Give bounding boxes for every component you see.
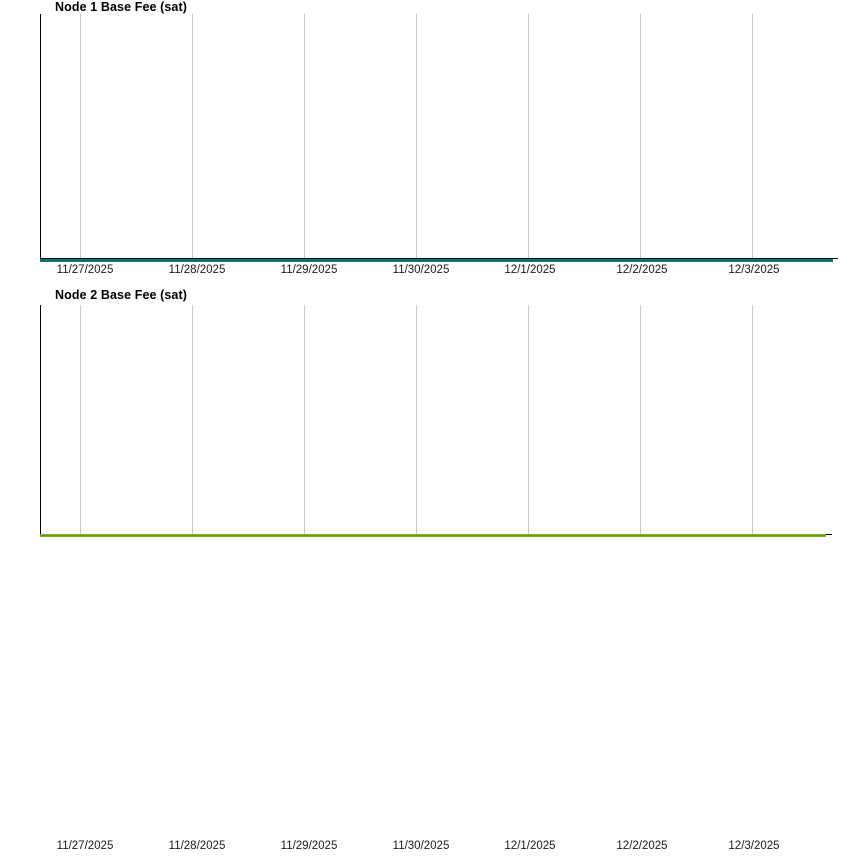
x-tick-label-2: 11/28/2025: [168, 264, 226, 276]
gridline-7: [752, 305, 753, 535]
gridline-2: [192, 14, 193, 259]
gridline-1: [80, 14, 81, 259]
chart-panel-node1: Node 1 Base Fee (sat) 11/27/2025 11/28/2…: [0, 0, 860, 288]
plot-area-node1: [40, 14, 838, 262]
gridline-5: [528, 305, 529, 535]
gridline-7: [752, 14, 753, 259]
gridline-6: [640, 14, 641, 259]
x-tick-label-3: 11/29/2025: [280, 264, 338, 276]
series-line-node2: [40, 534, 826, 537]
x-tick-label-1: 11/27/2025: [56, 840, 114, 852]
y-axis-line-node1: [40, 14, 42, 259]
gridline-1: [80, 305, 81, 535]
x-tick-label-4: 11/30/2025: [392, 840, 450, 852]
gridline-2: [192, 305, 193, 535]
x-tick-label-7: 12/3/2025: [728, 840, 780, 852]
x-tick-label-5: 12/1/2025: [504, 840, 556, 852]
x-axis-line-node1: [40, 257, 838, 259]
gridline-3: [304, 305, 305, 535]
x-tick-label-5: 12/1/2025: [504, 264, 556, 276]
x-tick-label-3: 11/29/2025: [280, 840, 338, 852]
x-tick-label-6: 12/2/2025: [616, 264, 668, 276]
series-line-node1: [40, 259, 833, 262]
gridlines-node2: [40, 305, 832, 535]
series-layer-node1: [40, 14, 838, 262]
gridline-6: [640, 305, 641, 535]
series-layer-node2: [40, 305, 832, 537]
x-tick-label-7: 12/3/2025: [728, 264, 780, 276]
chart-title-node1: Node 1 Base Fee (sat): [55, 0, 188, 14]
x-tick-label-6: 12/2/2025: [616, 840, 668, 852]
x-tick-labels-node2: 11/27/2025 11/28/2025 11/29/2025 11/30/2…: [40, 839, 838, 857]
gridline-4: [416, 14, 417, 259]
chart-panel-node2: Node 2 Base Fee (sat) 11/27/2025 11/28/2…: [0, 288, 860, 852]
x-tick-label-4: 11/30/2025: [392, 264, 450, 276]
x-tick-label-1: 11/27/2025: [56, 264, 114, 276]
gridlines-node1: [40, 14, 838, 259]
gridline-5: [528, 14, 529, 259]
axes-node1: [40, 14, 838, 259]
plot-area-node2: [40, 305, 832, 537]
y-axis-line-node2: [40, 305, 42, 535]
gridline-4: [416, 305, 417, 535]
gridline-3: [304, 14, 305, 259]
chart-title-node2: Node 2 Base Fee (sat): [55, 288, 188, 302]
x-tick-labels-node1: 11/27/2025 11/28/2025 11/29/2025 11/30/2…: [40, 263, 838, 281]
series-line-core-node2: [40, 535, 826, 537]
series-line-core-node1: [40, 260, 833, 262]
x-tick-label-2: 11/28/2025: [168, 840, 226, 852]
